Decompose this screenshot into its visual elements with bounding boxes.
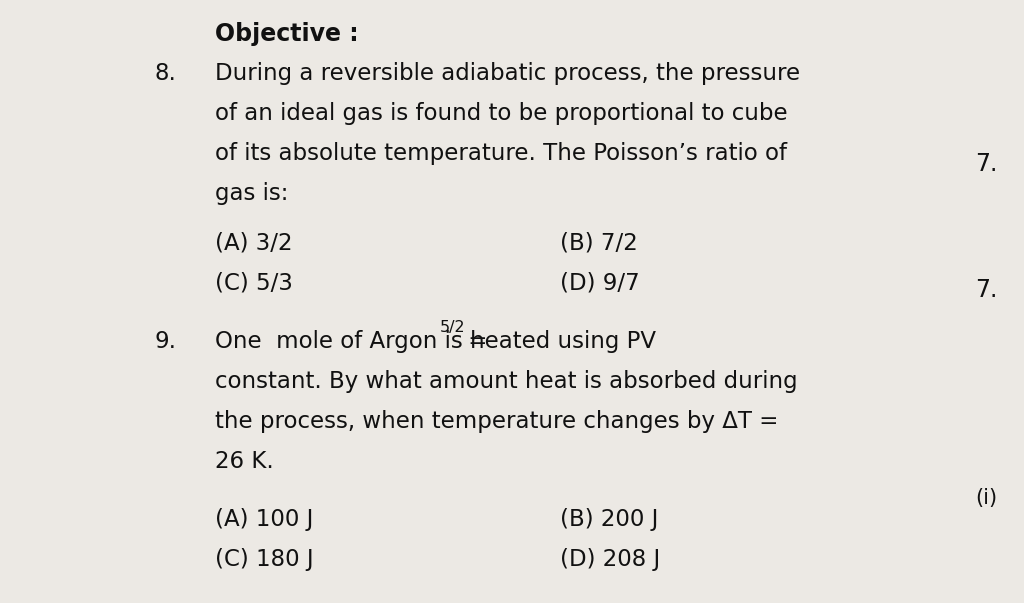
Text: 26 K.: 26 K. [215, 450, 273, 473]
Text: (C) 5/3: (C) 5/3 [215, 272, 293, 295]
Text: (A) 3/2: (A) 3/2 [215, 232, 293, 255]
Text: (B) 200 J: (B) 200 J [560, 508, 658, 531]
Text: 8.: 8. [155, 62, 177, 85]
Text: 7.: 7. [975, 278, 997, 302]
Text: One  mole of Argon is heated using PV: One mole of Argon is heated using PV [215, 330, 656, 353]
Text: gas is:: gas is: [215, 182, 289, 205]
Text: During a reversible adiabatic process, the pressure: During a reversible adiabatic process, t… [215, 62, 800, 85]
Text: of an ideal gas is found to be proportional to cube: of an ideal gas is found to be proportio… [215, 102, 787, 125]
Text: Objective :: Objective : [215, 22, 358, 46]
Text: (C) 180 J: (C) 180 J [215, 548, 313, 571]
Text: 7.: 7. [975, 152, 997, 176]
Text: of its absolute temperature. The Poisson’s ratio of: of its absolute temperature. The Poisson… [215, 142, 787, 165]
Text: (B) 7/2: (B) 7/2 [560, 232, 638, 255]
Text: (i): (i) [975, 488, 997, 508]
Text: (D) 9/7: (D) 9/7 [560, 272, 640, 295]
Text: (A) 100 J: (A) 100 J [215, 508, 313, 531]
Text: 9.: 9. [155, 330, 177, 353]
Text: constant. By what amount heat is absorbed during: constant. By what amount heat is absorbe… [215, 370, 798, 393]
Text: 5/2: 5/2 [440, 320, 466, 335]
Text: =: = [461, 330, 487, 353]
Text: the process, when temperature changes by ΔT =: the process, when temperature changes by… [215, 410, 778, 433]
Text: (D) 208 J: (D) 208 J [560, 548, 660, 571]
